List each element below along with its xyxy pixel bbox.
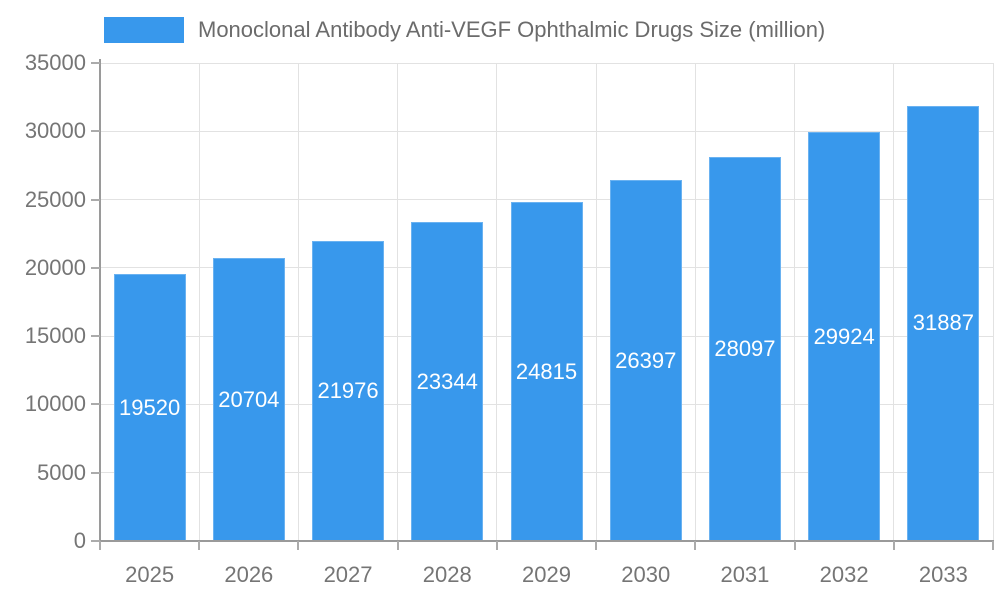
gridline-vertical	[397, 63, 399, 541]
bar	[907, 105, 980, 541]
y-tick-label: 25000	[24, 186, 86, 212]
gridline-vertical	[496, 63, 498, 541]
x-axis-tick	[99, 541, 101, 550]
y-axis-tick	[91, 471, 100, 474]
x-axis-tick	[595, 541, 598, 550]
x-tick-label: 2027	[323, 562, 373, 587]
bar	[411, 222, 484, 541]
y-axis-tick	[91, 62, 100, 64]
x-tick-label: 2033	[918, 562, 968, 587]
gridline-vertical	[794, 63, 796, 541]
gridline-horizontal	[100, 62, 993, 64]
bar-value-label: 28097	[714, 336, 776, 362]
x-axis-tick	[793, 541, 796, 550]
x-axis-tick	[495, 541, 498, 550]
x-tick-label: 2030	[621, 562, 671, 587]
bar	[708, 157, 781, 541]
gridline-horizontal	[100, 199, 993, 201]
y-tick-label: 10000	[24, 391, 86, 417]
y-axis-line	[99, 59, 101, 543]
bar-value-label: 26397	[615, 347, 677, 373]
x-axis-tick	[992, 541, 994, 550]
bar-value-label: 29924	[813, 323, 875, 349]
bar	[113, 274, 186, 541]
y-tick-label: 30000	[24, 118, 86, 144]
gridline-horizontal	[100, 130, 993, 132]
bar-value-label: 20704	[218, 386, 280, 412]
y-tick-label: 5000	[37, 459, 86, 485]
bar-value-label: 23344	[416, 368, 478, 394]
y-tick-label: 0	[73, 528, 86, 553]
bar	[510, 202, 583, 541]
gridline-vertical	[893, 63, 895, 541]
y-axis-tick	[91, 403, 100, 406]
legend-label: Monoclonal Antibody Anti-VEGF Ophthalmic…	[198, 17, 826, 42]
x-axis-tick	[892, 541, 895, 550]
x-tick-label: 2029	[522, 562, 571, 587]
bar-value-label: 31887	[912, 310, 974, 336]
x-tick-label: 2026	[224, 562, 274, 587]
y-tick-label: 35000	[24, 50, 86, 75]
x-axis-tick	[694, 541, 697, 550]
x-axis-tick	[396, 541, 399, 550]
x-tick-label: 2031	[720, 562, 770, 587]
x-axis-line	[99, 540, 994, 542]
gridline-vertical	[992, 63, 994, 541]
legend-color-swatch	[104, 17, 184, 43]
y-tick-label: 15000	[24, 323, 86, 349]
bar	[609, 180, 682, 541]
bar-value-label: 21976	[317, 377, 379, 403]
x-axis-tick	[198, 541, 201, 550]
gridline-vertical	[198, 63, 200, 541]
bar	[808, 132, 881, 541]
y-axis-tick	[91, 335, 100, 338]
x-tick-label: 2025	[125, 562, 175, 587]
gridline-vertical	[297, 63, 299, 541]
y-tick-label: 20000	[24, 254, 86, 280]
bar-value-label: 19520	[119, 394, 181, 420]
bar	[212, 258, 285, 541]
bar	[312, 240, 385, 541]
legend-item[interactable]: Monoclonal Antibody Anti-VEGF Ophthalmic…	[104, 17, 825, 43]
x-tick-label: 2032	[819, 562, 869, 587]
y-axis-tick	[91, 198, 100, 201]
bar-value-label: 24815	[515, 358, 578, 384]
gridline-vertical	[694, 63, 696, 541]
y-axis-tick	[91, 540, 100, 542]
gridline-vertical	[595, 63, 597, 541]
x-tick-label: 2028	[422, 562, 472, 587]
y-axis-tick	[91, 266, 100, 269]
y-axis-tick	[91, 130, 100, 133]
x-axis-tick	[297, 541, 300, 550]
